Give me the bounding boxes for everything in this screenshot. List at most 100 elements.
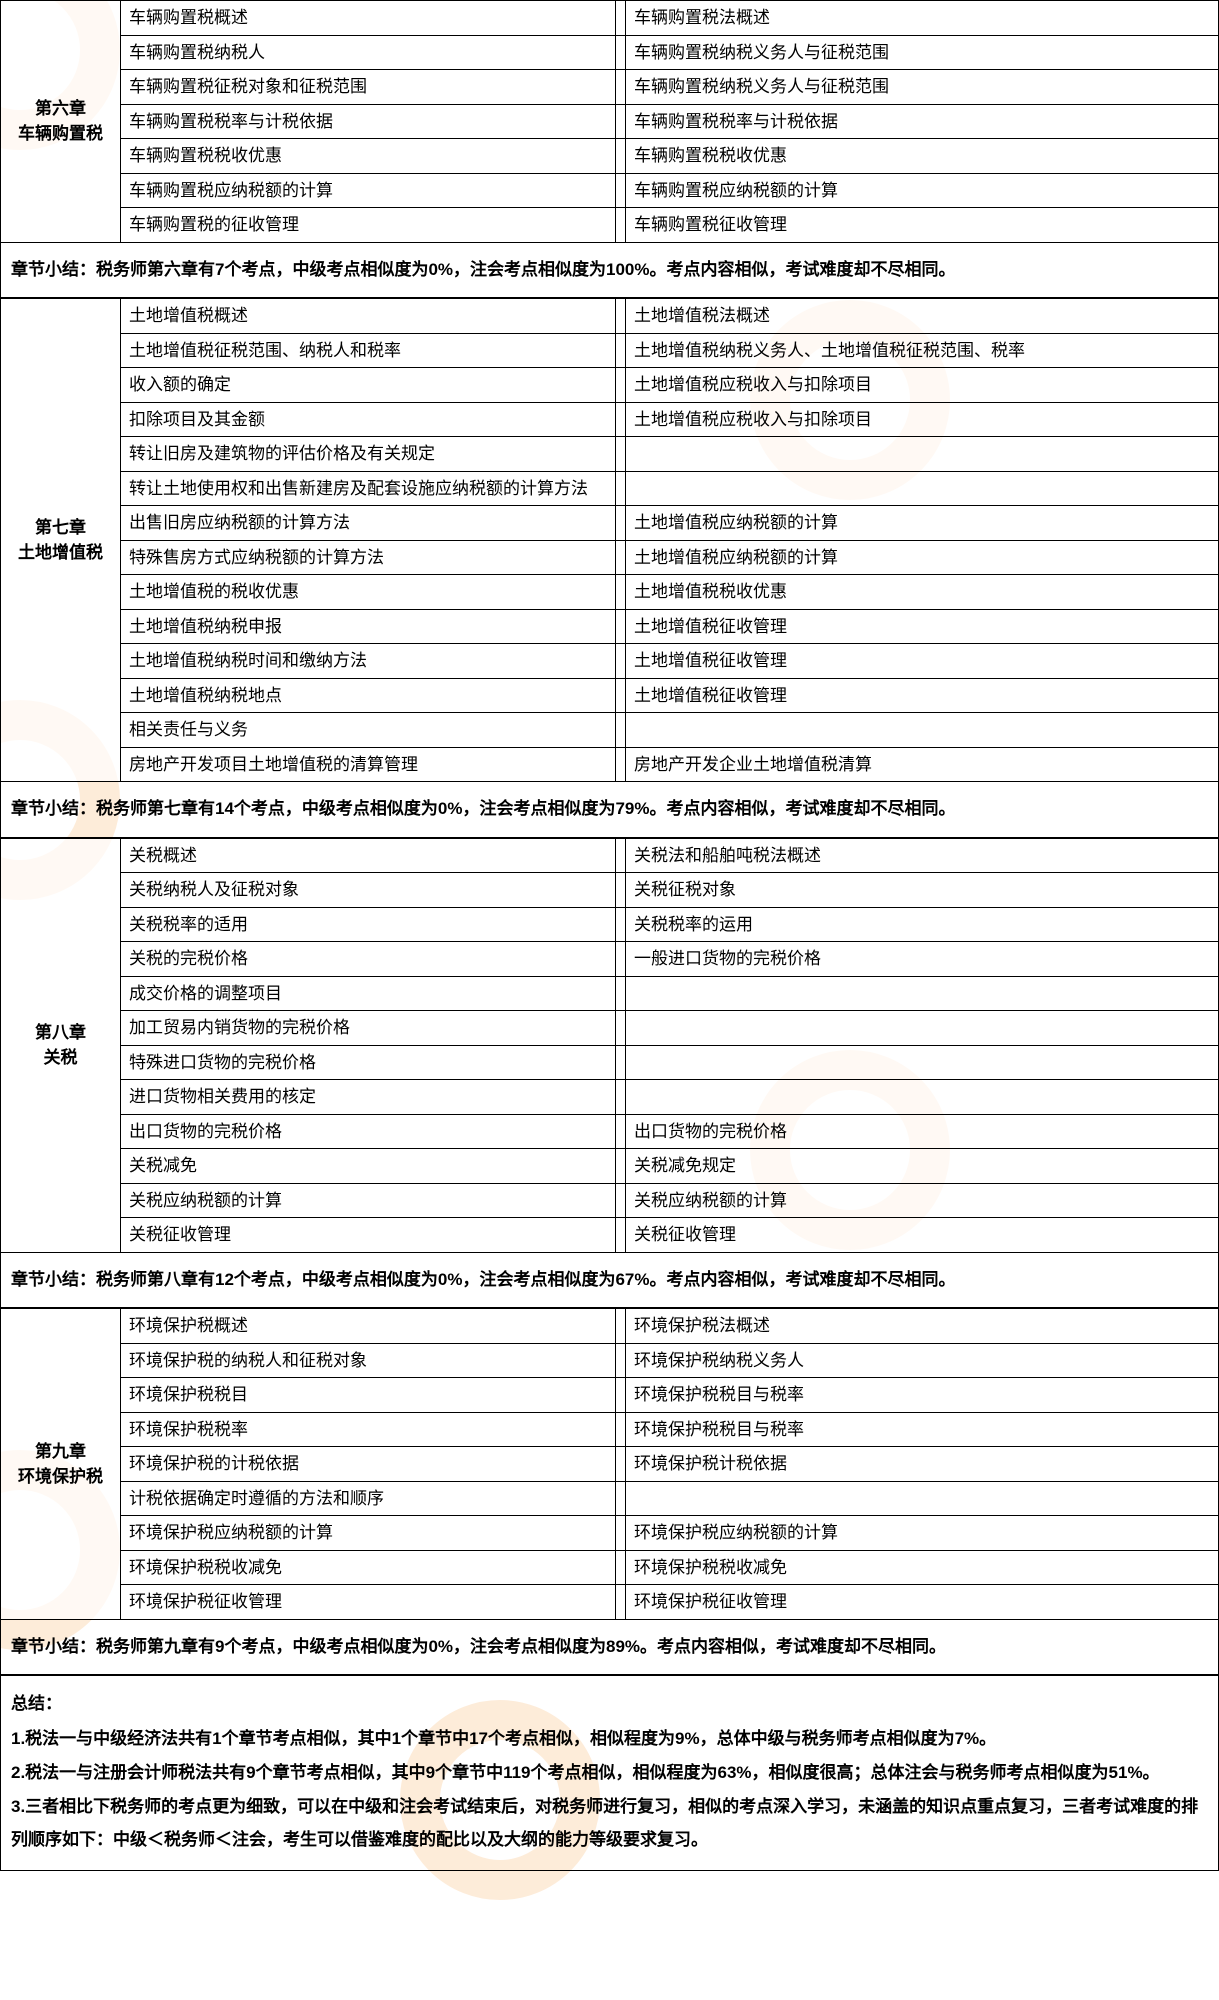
spacer <box>616 907 626 942</box>
topic-left: 关税的完税价格 <box>121 942 616 977</box>
topic-right: 土地增值税应纳税额的计算 <box>626 540 1219 575</box>
spacer <box>616 208 626 243</box>
topic-left: 车辆购置税纳税人 <box>121 35 616 70</box>
topic-left: 环境保护税税收减免 <box>121 1550 616 1585</box>
table-row: 环境保护税的纳税人和征税对象环境保护税纳税义务人 <box>1 1343 1219 1378</box>
topic-left: 环境保护税征收管理 <box>121 1585 616 1620</box>
topic-left: 土地增值税纳税时间和缴纳方法 <box>121 644 616 679</box>
table-row: 收入额的确定土地增值税应税收入与扣除项目 <box>1 368 1219 403</box>
table-row: 出售旧房应纳税额的计算方法土地增值税应纳税额的计算 <box>1 506 1219 541</box>
chapter-table: 第七章土地增值税土地增值税概述土地增值税法概述土地增值税征税范围、纳税人和税率土… <box>0 298 1219 782</box>
topic-left: 房地产开发项目土地增值税的清算管理 <box>121 747 616 782</box>
spacer <box>616 139 626 174</box>
final-point: 2.税法一与注册会计师税法共有9个章节考点相似，其中9个章节中119个考点相似，… <box>11 1757 1208 1789</box>
table-row: 车辆购置税征税对象和征税范围车辆购置税纳税义务人与征税范围 <box>1 70 1219 105</box>
table-row: 第九章环境保护税环境保护税概述环境保护税法概述 <box>1 1309 1219 1344</box>
table-row: 转让旧房及建筑物的评估价格及有关规定 <box>1 437 1219 472</box>
topic-right: 车辆购置税税收优惠 <box>626 139 1219 174</box>
spacer <box>616 1343 626 1378</box>
table-row: 车辆购置税应纳税额的计算车辆购置税应纳税额的计算 <box>1 173 1219 208</box>
table-row: 第六章车辆购置税车辆购置税概述车辆购置税法概述 <box>1 1 1219 36</box>
topic-left: 进口货物相关费用的核定 <box>121 1080 616 1115</box>
chapter-title: 第六章车辆购置税 <box>1 1 121 243</box>
topic-left: 出口货物的完税价格 <box>121 1114 616 1149</box>
topic-left: 转让旧房及建筑物的评估价格及有关规定 <box>121 437 616 472</box>
topic-right: 一般进口货物的完税价格 <box>626 942 1219 977</box>
topic-right: 环境保护税税收减免 <box>626 1550 1219 1585</box>
topic-left: 关税税率的适用 <box>121 907 616 942</box>
topic-left: 关税减免 <box>121 1149 616 1184</box>
spacer <box>616 1447 626 1482</box>
final-point: 3.三者相比下税务师的考点更为细致，可以在中级和注会考试结束后，对税务师进行复习… <box>11 1791 1208 1856</box>
table-row: 扣除项目及其金额土地增值税应税收入与扣除项目 <box>1 402 1219 437</box>
topic-right: 关税税率的运用 <box>626 907 1219 942</box>
topic-left: 车辆购置税的征收管理 <box>121 208 616 243</box>
spacer <box>616 1412 626 1447</box>
table-row: 特殊进口货物的完税价格 <box>1 1045 1219 1080</box>
table-row: 土地增值税纳税时间和缴纳方法土地增值税征收管理 <box>1 644 1219 679</box>
topic-right: 环境保护税税目与税率 <box>626 1378 1219 1413</box>
topic-right: 土地增值税税收优惠 <box>626 575 1219 610</box>
topic-left: 关税应纳税额的计算 <box>121 1183 616 1218</box>
topic-left: 车辆购置税概述 <box>121 1 616 36</box>
topic-right <box>626 1011 1219 1046</box>
topic-right: 关税减免规定 <box>626 1149 1219 1184</box>
spacer <box>616 402 626 437</box>
spacer <box>616 644 626 679</box>
topic-left: 土地增值税纳税申报 <box>121 609 616 644</box>
topic-right: 环境保护税计税依据 <box>626 1447 1219 1482</box>
topic-left: 土地增值税征税范围、纳税人和税率 <box>121 333 616 368</box>
topic-right: 环境保护税应纳税额的计算 <box>626 1516 1219 1551</box>
topic-left: 加工贸易内销货物的完税价格 <box>121 1011 616 1046</box>
topic-left: 车辆购置税税收优惠 <box>121 139 616 174</box>
topic-right: 土地增值税应税收入与扣除项目 <box>626 402 1219 437</box>
table-row: 土地增值税纳税申报土地增值税征收管理 <box>1 609 1219 644</box>
table-row: 关税纳税人及征税对象关税征税对象 <box>1 873 1219 908</box>
table-row: 第七章土地增值税土地增值税概述土地增值税法概述 <box>1 299 1219 334</box>
topic-right <box>626 437 1219 472</box>
spacer <box>616 173 626 208</box>
topic-left: 土地增值税纳税地点 <box>121 678 616 713</box>
chapter-summary: 章节小结：税务师第八章有12个考点，中级考点相似度为0%，注会考点相似度为67%… <box>0 1253 1219 1309</box>
table-row: 关税税率的适用关税税率的运用 <box>1 907 1219 942</box>
topic-left: 车辆购置税征税对象和征税范围 <box>121 70 616 105</box>
chapter-title: 第八章关税 <box>1 838 121 1252</box>
final-title: 总结： <box>11 1688 1208 1720</box>
spacer <box>616 838 626 873</box>
topic-left: 相关责任与义务 <box>121 713 616 748</box>
topic-right: 土地增值税征收管理 <box>626 609 1219 644</box>
table-row: 车辆购置税的征收管理车辆购置税征收管理 <box>1 208 1219 243</box>
topic-right: 土地增值税应税收入与扣除项目 <box>626 368 1219 403</box>
spacer <box>616 299 626 334</box>
topic-left: 环境保护税税率 <box>121 1412 616 1447</box>
spacer <box>616 70 626 105</box>
topic-left: 环境保护税应纳税额的计算 <box>121 1516 616 1551</box>
topic-left: 环境保护税概述 <box>121 1309 616 1344</box>
spacer <box>616 540 626 575</box>
table-row: 成交价格的调整项目 <box>1 976 1219 1011</box>
table-row: 环境保护税应纳税额的计算环境保护税应纳税额的计算 <box>1 1516 1219 1551</box>
spacer <box>616 1585 626 1620</box>
topic-right: 环境保护税税目与税率 <box>626 1412 1219 1447</box>
topic-right: 土地增值税法概述 <box>626 299 1219 334</box>
topic-right <box>626 1080 1219 1115</box>
topic-left: 特殊进口货物的完税价格 <box>121 1045 616 1080</box>
chapter-summary: 章节小结：税务师第九章有9个考点，中级考点相似度为0%，注会考点相似度为89%。… <box>0 1620 1219 1676</box>
spacer <box>616 471 626 506</box>
table-row: 土地增值税纳税地点土地增值税征收管理 <box>1 678 1219 713</box>
spacer <box>616 747 626 782</box>
topic-left: 关税概述 <box>121 838 616 873</box>
topic-right: 车辆购置税应纳税额的计算 <box>626 173 1219 208</box>
topic-right: 土地增值税征收管理 <box>626 644 1219 679</box>
table-row: 第八章关税关税概述关税法和船舶吨税法概述 <box>1 838 1219 873</box>
table-row: 转让土地使用权和出售新建房及配套设施应纳税额的计算方法 <box>1 471 1219 506</box>
topic-right <box>626 1045 1219 1080</box>
spacer <box>616 1045 626 1080</box>
topic-right <box>626 471 1219 506</box>
table-row: 土地增值税征税范围、纳税人和税率土地增值税纳税义务人、土地增值税征税范围、税率 <box>1 333 1219 368</box>
topic-left: 特殊售房方式应纳税额的计算方法 <box>121 540 616 575</box>
topic-left: 转让土地使用权和出售新建房及配套设施应纳税额的计算方法 <box>121 471 616 506</box>
table-row: 车辆购置税税率与计税依据车辆购置税税率与计税依据 <box>1 104 1219 139</box>
topic-right <box>626 1481 1219 1516</box>
chapter-table: 第六章车辆购置税车辆购置税概述车辆购置税法概述车辆购置税纳税人车辆购置税纳税义务… <box>0 0 1219 243</box>
